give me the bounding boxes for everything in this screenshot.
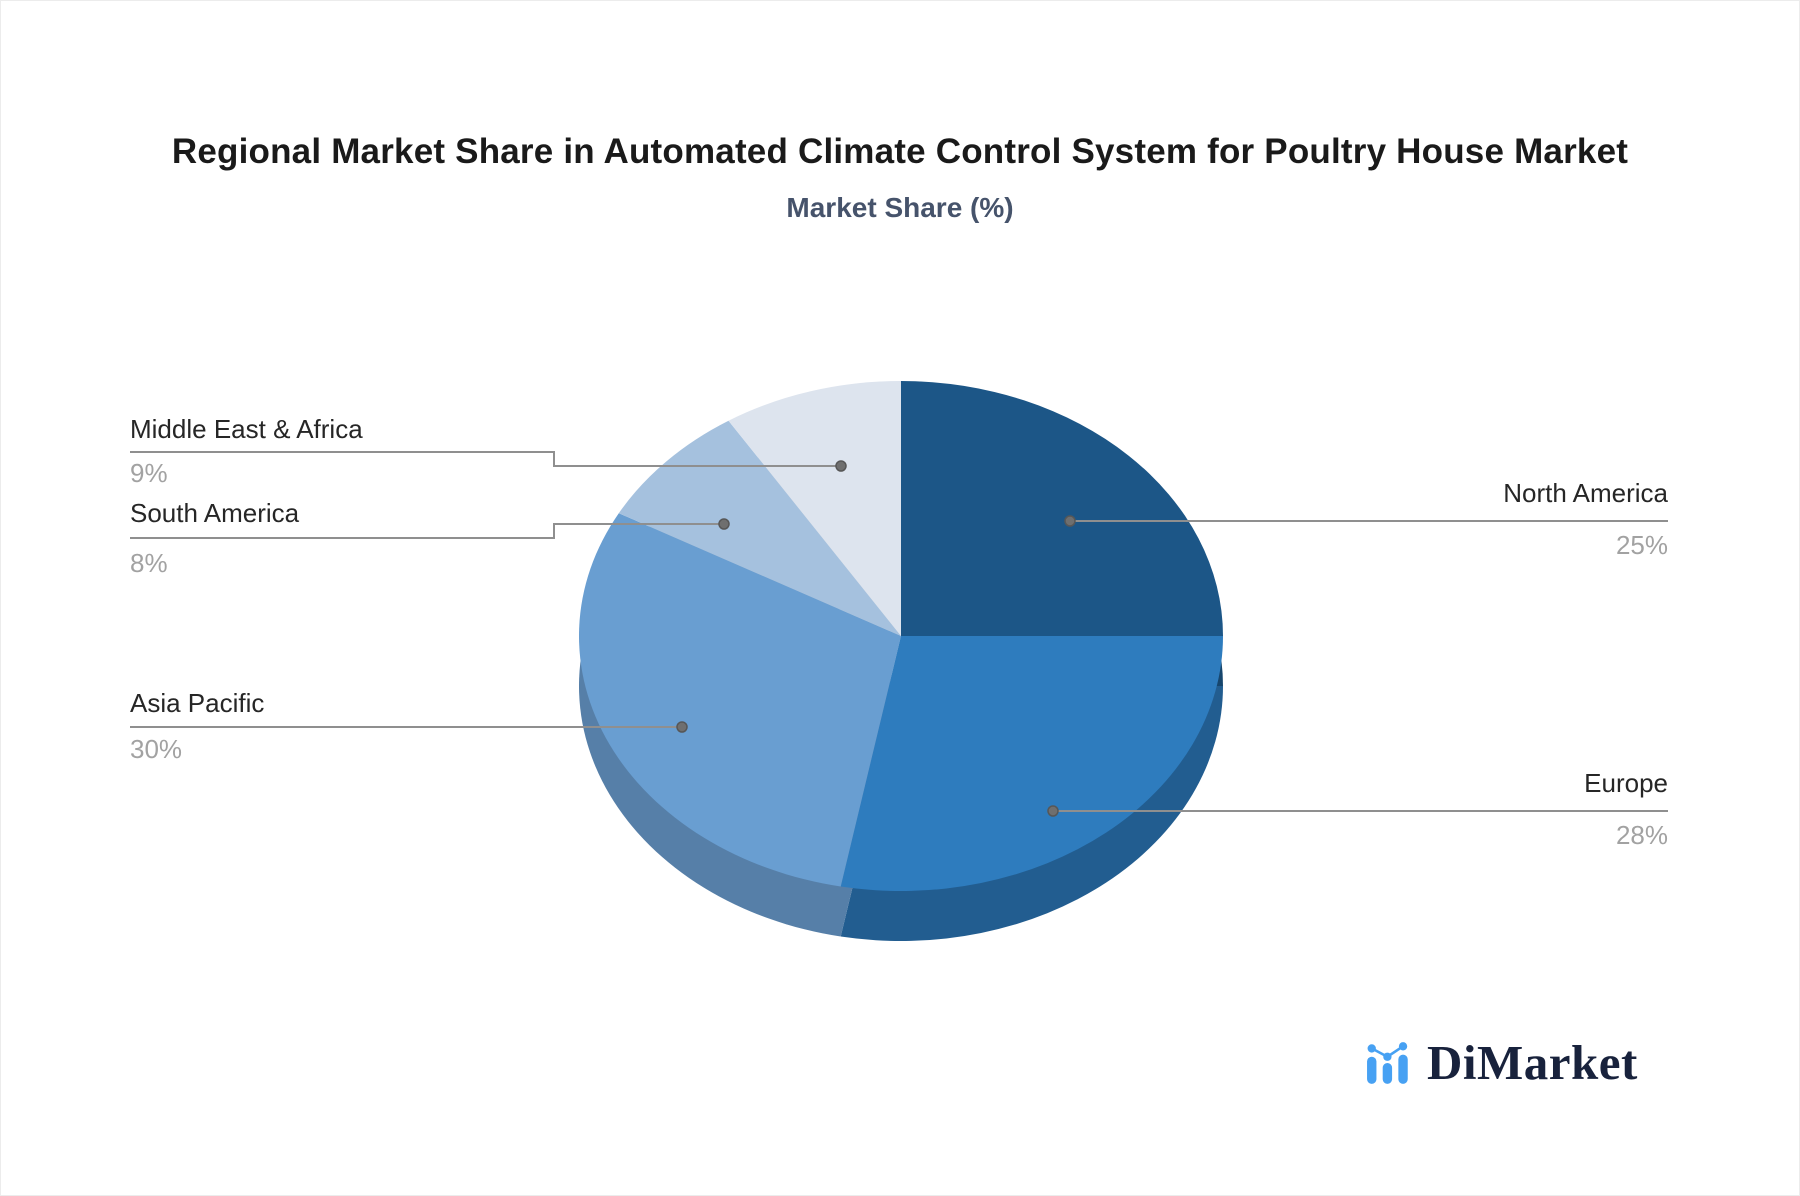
brand-name: DiMarket: [1427, 1035, 1638, 1090]
leader-line-south-america: [130, 523, 724, 539]
brand-logo: DiMarket: [1366, 1038, 1638, 1088]
slice-value-europe: 28%: [1615, 820, 1668, 850]
bar-chart-logo-icon: [1367, 1042, 1408, 1084]
anchor-dot-asia-pacific: [676, 721, 688, 733]
leader-line-middle-east-africa: [130, 451, 841, 467]
pie-slice-middle-east-africa[interactable]: [728, 381, 902, 636]
slice-label-middle-east-africa: Middle East & Africa: [130, 414, 363, 444]
slice-label-asia-pacific: Asia Pacific: [130, 688, 265, 718]
pie-slice-europe[interactable]: [840, 636, 1223, 892]
slice-label-europe: Europe: [1584, 768, 1668, 798]
pie-slice-south-america[interactable]: [618, 420, 901, 636]
anchor-dot-europe: [1047, 805, 1059, 817]
pie-slice-asia-pacific[interactable]: [578, 513, 901, 887]
slice-value-south-america: 8%: [130, 548, 168, 578]
slice-value-north-america: 25%: [1615, 530, 1668, 560]
slice-label-north-america: North America: [1503, 478, 1668, 508]
slice-label-south-america: South America: [130, 498, 300, 528]
slice-value-asia-pacific: 30%: [130, 734, 183, 764]
anchor-dot-middle-east-africa: [835, 460, 847, 472]
anchor-dot-north-america: [1064, 515, 1076, 527]
pie-top-layer: [578, 381, 1223, 892]
anchor-dot-south-america: [718, 518, 730, 530]
slice-value-middle-east-africa: 9%: [130, 458, 168, 488]
pie-slice-north-america[interactable]: [901, 381, 1223, 636]
chart-subtitle: Market Share (%): [786, 192, 1014, 223]
chart-title: Regional Market Share in Automated Clima…: [171, 132, 1629, 171]
